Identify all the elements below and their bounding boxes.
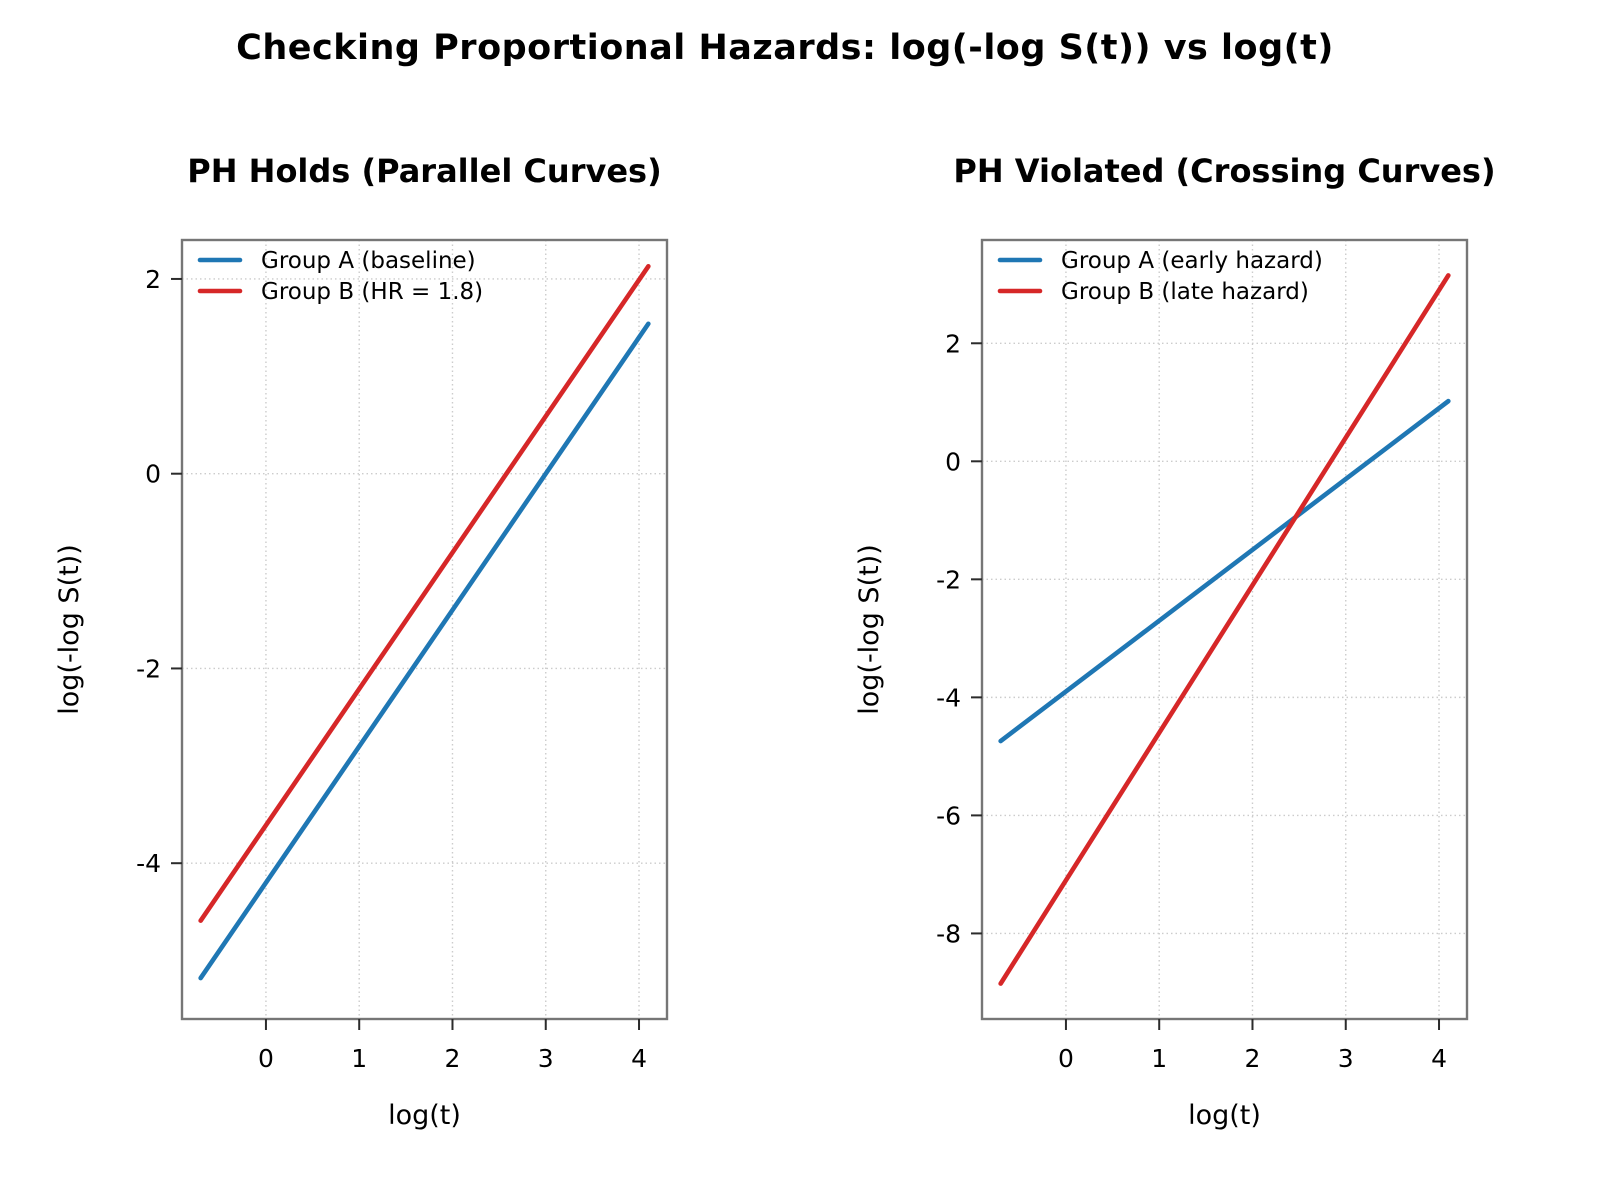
y-axis-label: log(-log S(t)) (54, 544, 85, 715)
subplot-title: PH Holds (Parallel Curves) (187, 152, 661, 190)
y-tick-label: 2 (945, 329, 961, 358)
y-tick-label: -8 (936, 919, 961, 948)
plot-frame (180, 238, 669, 1021)
x-tick-label: 4 (631, 1044, 647, 1073)
y-tick-label: -6 (936, 801, 961, 830)
x-tick-label: 3 (1338, 1044, 1354, 1073)
x-axis-label: log(t) (1188, 1100, 1261, 1131)
legend-label: Group A (early hazard) (1061, 248, 1323, 274)
x-tick-label: 2 (1245, 1044, 1261, 1073)
y-tick-label: -4 (936, 683, 961, 712)
x-axis-label: log(t) (388, 1100, 461, 1131)
y-tick-label: 2 (145, 265, 161, 294)
y-tick-label: 0 (945, 447, 961, 476)
x-tick-label: 0 (1058, 1044, 1074, 1073)
x-tick-label: 1 (1151, 1044, 1167, 1073)
plot-ph-violated: 0 1 2 3 4 2 0 -2 -4 -6 -8 Group A (early hazard) Gro… (854, 152, 1496, 1131)
y-tick-label: -2 (936, 565, 961, 594)
series-line (998, 273, 1451, 986)
figure-title: Checking Proportional Hazards: log(-log … (236, 28, 1334, 68)
y-tick-label: -4 (136, 849, 161, 878)
legend-label: Group B (late hazard) (1061, 279, 1309, 305)
series-line (198, 321, 651, 981)
subplot-title: PH Violated (Crossing Curves) (953, 152, 1495, 190)
y-tick-label: 0 (145, 460, 161, 489)
series-line (198, 263, 651, 923)
legend-label: Group A (baseline) (261, 248, 476, 274)
x-tick-label: 4 (1431, 1044, 1447, 1073)
plot-frame (980, 238, 1469, 1021)
x-tick-label: 2 (445, 1044, 461, 1073)
y-axis-label: log(-log S(t)) (854, 544, 885, 715)
legend-label: Group B (HR = 1.8) (261, 279, 483, 305)
x-tick-label: 0 (258, 1044, 274, 1073)
y-tick-label: -2 (136, 654, 161, 683)
x-tick-label: 3 (538, 1044, 554, 1073)
plot-ph-holds: 0 1 2 3 4 2 0 -2 -4 Group A (baseline) Group B (HR… (54, 152, 669, 1131)
series-line (998, 398, 1451, 744)
x-tick-label: 1 (351, 1044, 367, 1073)
charts-row: 0 1 2 3 4 2 0 -2 -4 Group A (baseline) Group B (HR… (0, 100, 1600, 1200)
